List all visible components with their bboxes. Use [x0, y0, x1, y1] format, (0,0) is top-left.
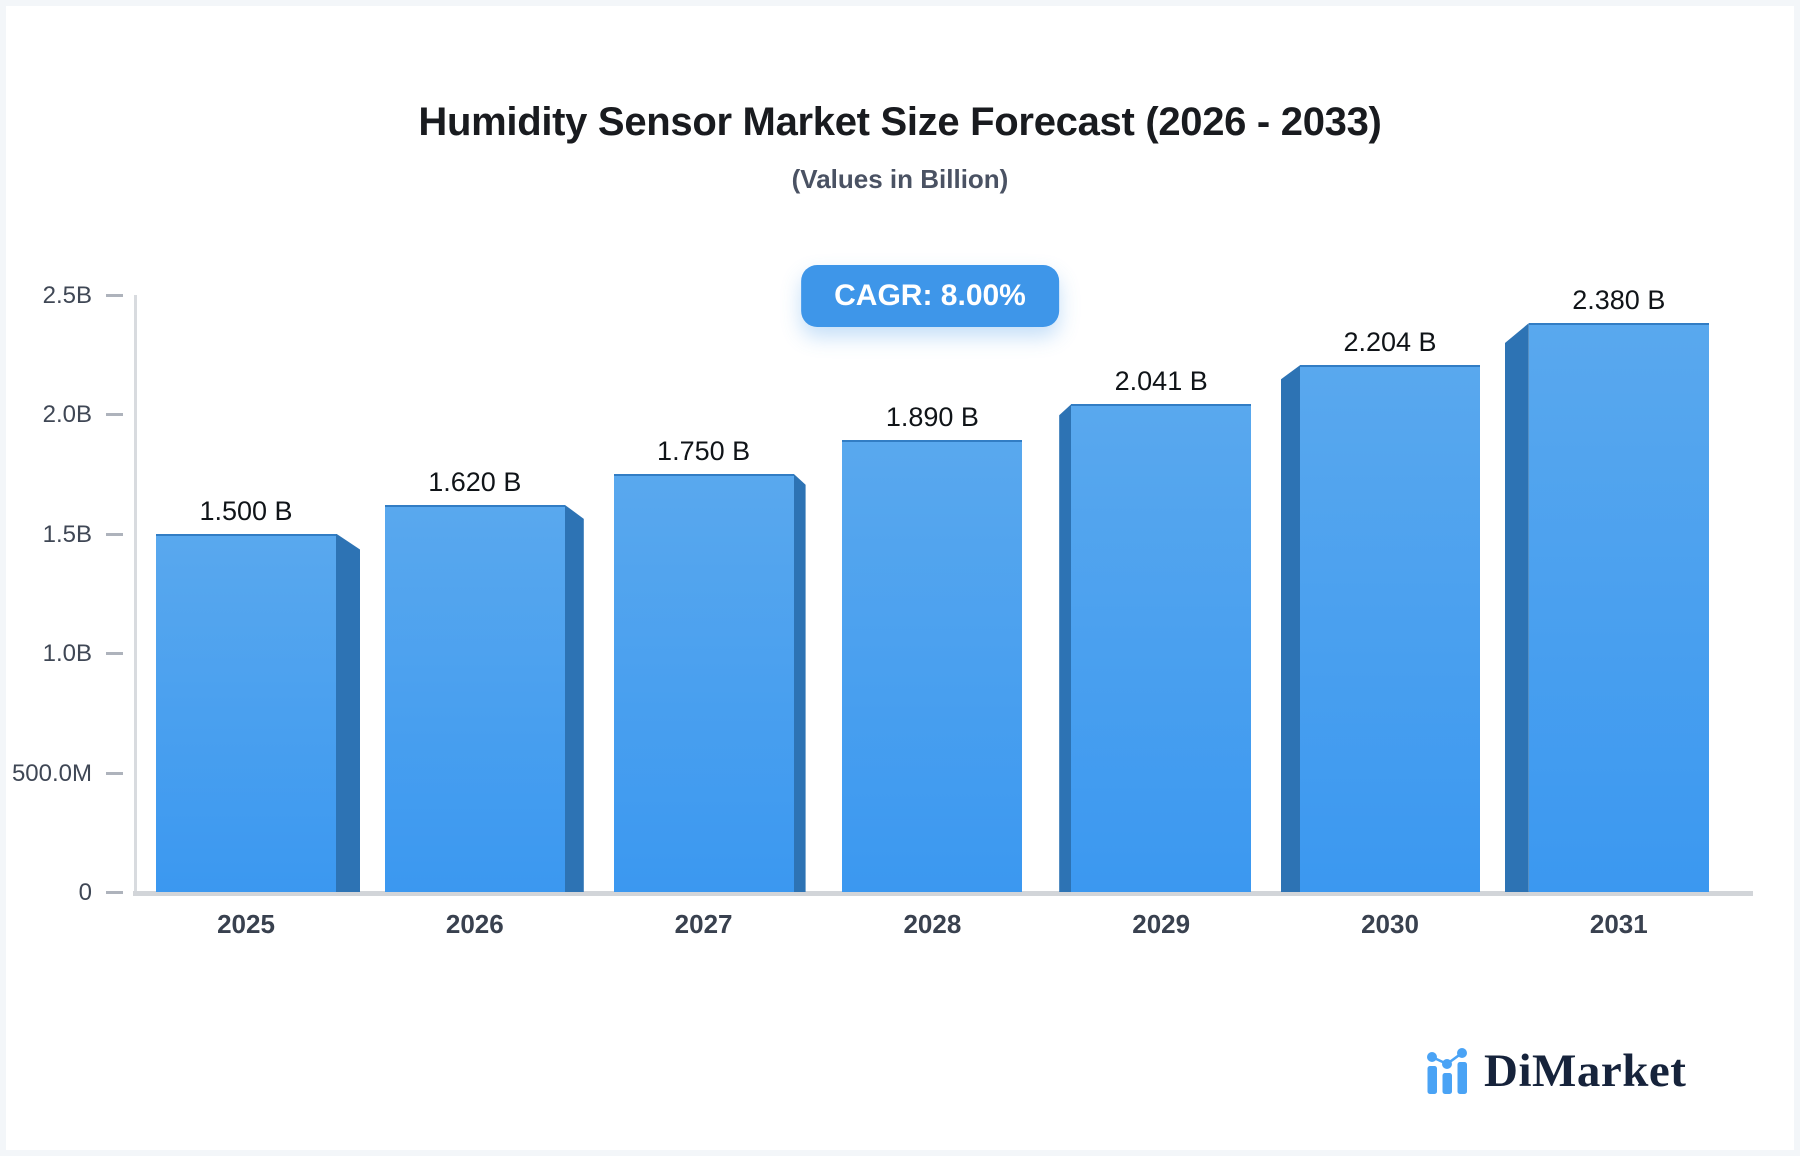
bar-chart-logo-icon — [1427, 1048, 1467, 1094]
bar-value-label: 1.890 B — [885, 402, 979, 433]
x-tick-label: 2031 — [1589, 909, 1648, 939]
y-tick-label: 1.0B — [42, 640, 92, 667]
y-axis-tick — [106, 652, 123, 655]
bar-side-face — [1504, 323, 1529, 892]
cagr-badge: CAGR: 8.00% — [801, 265, 1059, 327]
bar-value-label: 2.380 B — [1572, 285, 1666, 316]
chart-subtitle: (Values in Billion) — [791, 164, 1009, 194]
bar-2028[interactable] — [842, 440, 1023, 892]
bar-2026[interactable] — [384, 504, 565, 892]
y-axis-tick — [106, 293, 123, 297]
bar-side-face — [336, 533, 360, 892]
bar-2030[interactable] — [1300, 365, 1480, 892]
bar-value-label: 2.204 B — [1343, 327, 1437, 358]
y-tick-label: 0 — [78, 879, 92, 906]
x-tick-label: 2026 — [445, 909, 504, 939]
x-axis-line — [133, 891, 1753, 896]
x-tick-label: 2027 — [674, 909, 733, 939]
y-axis-line — [134, 294, 137, 892]
bar-2029[interactable] — [1071, 404, 1252, 892]
y-axis-tick — [106, 532, 123, 536]
x-tick-label: 2029 — [1132, 909, 1191, 939]
bar-value-label: 2.041 B — [1114, 366, 1208, 397]
chart-title: Humidity Sensor Market Size Forecast (20… — [418, 100, 1382, 144]
brand-logo: DiMarket — [1426, 1044, 1687, 1098]
y-axis-tick — [106, 771, 123, 775]
y-tick-label: 500.0M — [11, 759, 92, 787]
bar-side-face — [564, 504, 584, 892]
bar-value-label: 1.500 B — [199, 495, 293, 526]
cagr-badge-label: CAGR: 8.00% — [834, 279, 1026, 312]
bar-side-face — [1281, 365, 1300, 892]
y-tick-label: 2.0B — [42, 401, 92, 428]
x-tick-label: 2030 — [1361, 909, 1419, 939]
bar-2025[interactable] — [156, 533, 336, 892]
x-tick-label: 2028 — [903, 909, 962, 939]
y-tick-label: 1.5B — [42, 520, 92, 548]
y-tick-label: 2.5B — [42, 281, 92, 309]
bar-side-face — [1059, 404, 1072, 892]
brand-name: DiMarket — [1484, 1045, 1687, 1098]
x-tick-label: 2025 — [217, 909, 275, 939]
y-axis-tick — [106, 413, 123, 416]
bar-2027[interactable] — [613, 473, 794, 892]
bar-value-label: 1.620 B — [428, 466, 522, 497]
plot-area: 2.5B 2.0B 1.5B 1.0B 500.0M 0 1.500 B 2025 1.620 … — [6, 6, 1794, 1150]
bar-value-label: 1.750 B — [657, 435, 751, 466]
bar-side-face — [793, 473, 806, 892]
y-axis-tick — [106, 891, 123, 894]
bar-2031[interactable] — [1528, 323, 1709, 892]
